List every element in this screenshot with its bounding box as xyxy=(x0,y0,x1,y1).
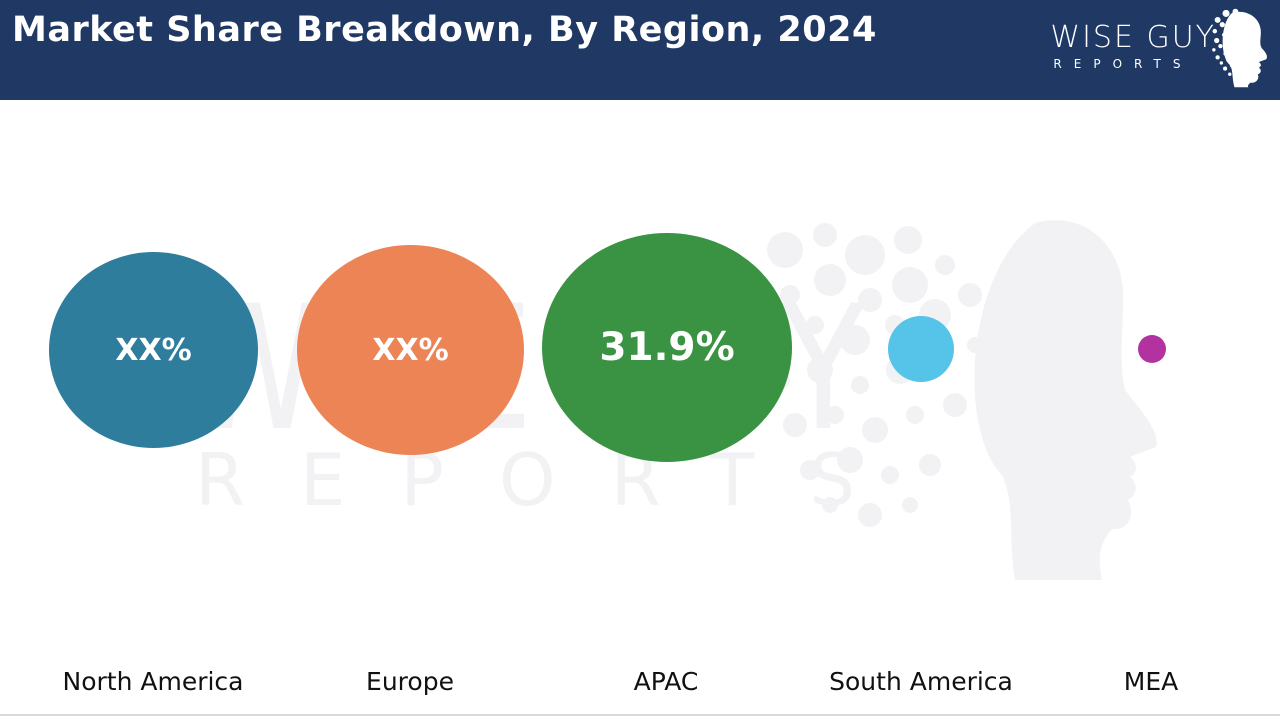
head-profile-icon xyxy=(1212,8,1267,88)
category-label-south-america: South America xyxy=(829,667,1013,696)
bubble-value-europe: XX% xyxy=(372,332,449,368)
logo-subtitle: REPORTS xyxy=(1053,56,1193,71)
bubble-europe: XX% xyxy=(297,245,524,455)
header-bar: Market Share Breakdown, By Region, 2024 … xyxy=(0,0,1280,100)
bubble-apac: 31.9% xyxy=(542,233,792,462)
logo-wordmark-block: WISE GUY REPORTS xyxy=(1050,22,1216,71)
logo-wordmark: WISE GUY xyxy=(1050,20,1216,55)
bubble-south-america xyxy=(888,316,954,382)
watermark-subtitle: REPORTS xyxy=(195,438,910,522)
category-label-europe: Europe xyxy=(366,667,454,696)
bottom-divider xyxy=(0,714,1280,716)
bubble-north-america: XX% xyxy=(49,252,258,448)
category-label-mea: MEA xyxy=(1123,667,1179,696)
bubble-value-north-america: XX% xyxy=(115,332,192,368)
page-title: Market Share Breakdown, By Region, 2024 xyxy=(12,10,877,50)
bubble-mea xyxy=(1138,335,1166,363)
category-label-north-america: North America xyxy=(62,667,244,696)
wise-guy-logo: WISE GUY REPORTS xyxy=(1050,6,1270,88)
bubble-value-apac: 31.9% xyxy=(599,325,735,370)
category-label-apac: APAC xyxy=(633,667,699,696)
